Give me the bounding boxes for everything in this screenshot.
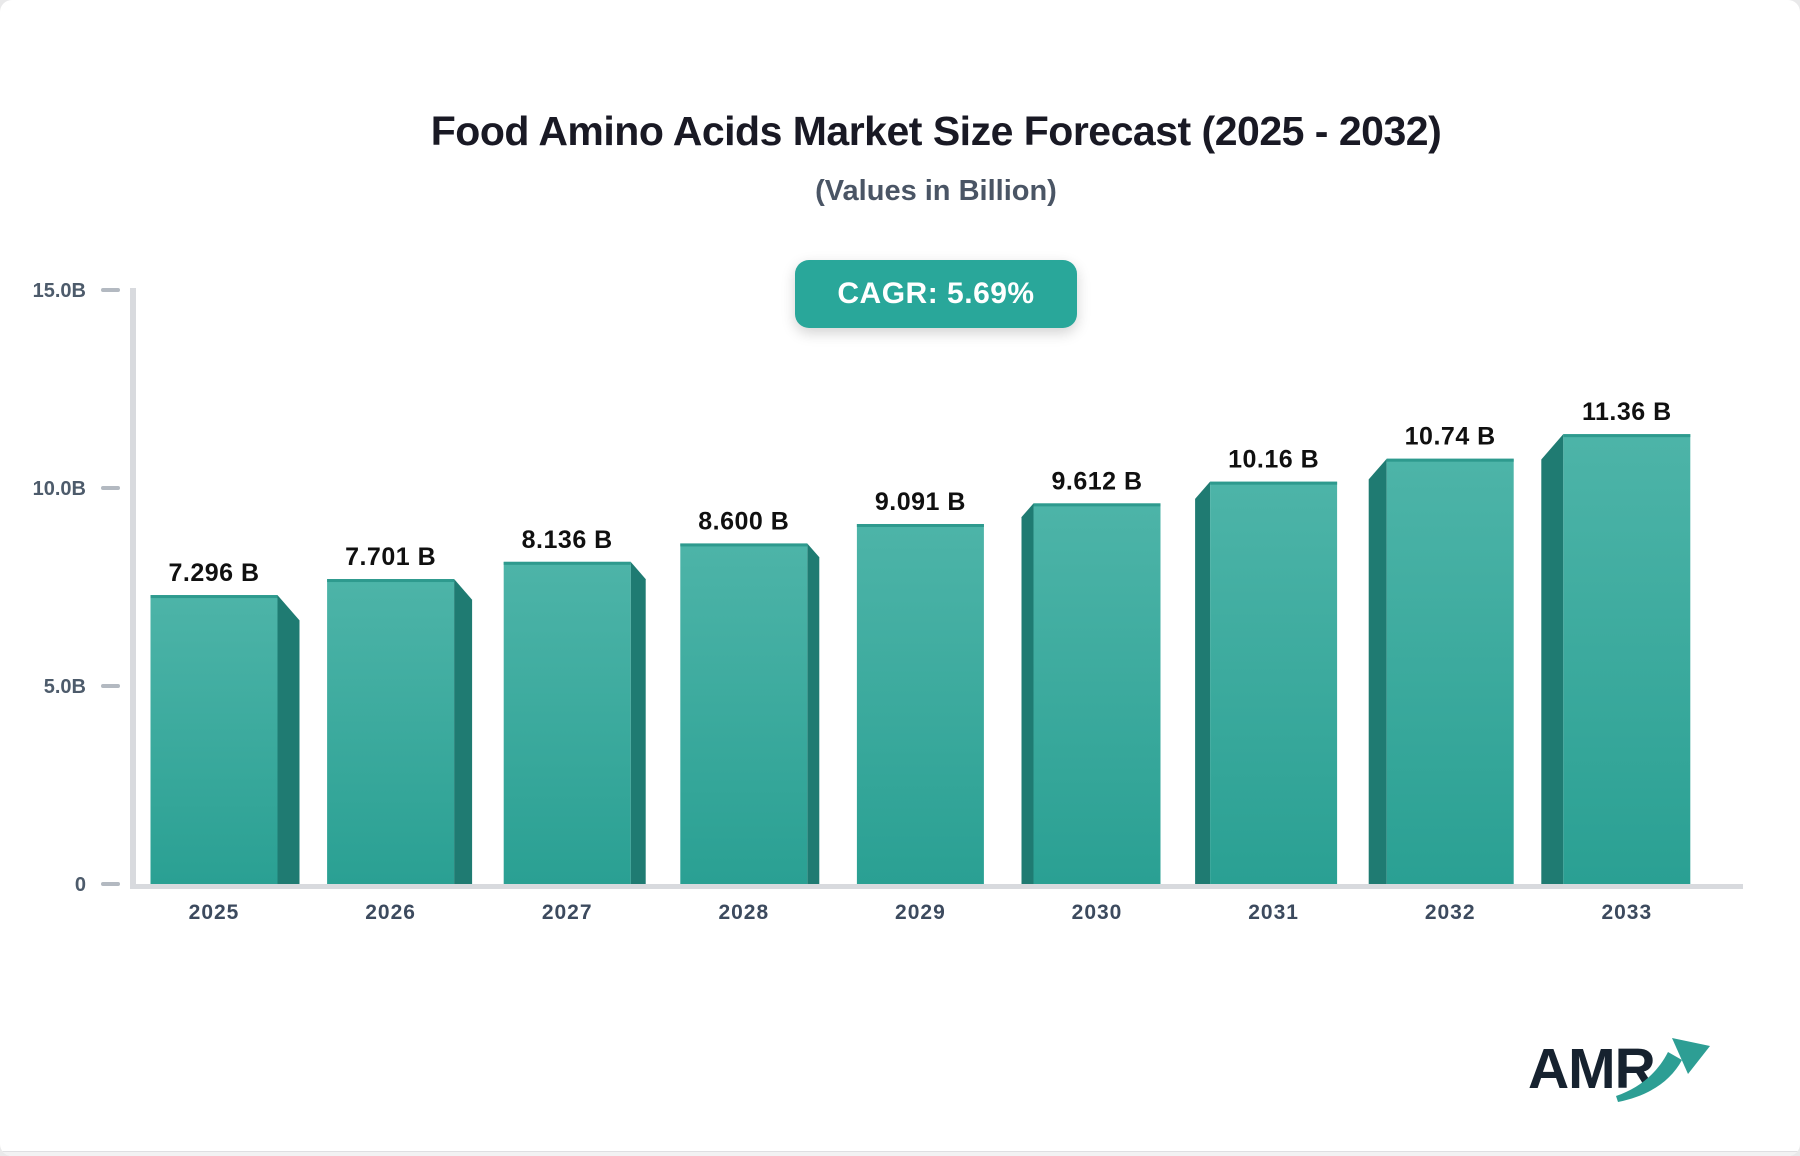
y-tick-dash (101, 882, 120, 886)
bar-top-edge (1210, 481, 1338, 485)
bar-value-label: 11.36 B (1582, 398, 1672, 426)
bar-side-face (1541, 434, 1564, 884)
bar-2030 (1021, 503, 1161, 884)
bar-side-face (1195, 481, 1211, 884)
bar-side-face (454, 579, 473, 884)
bar-2033 (1541, 434, 1691, 884)
bar-top-edge (856, 523, 984, 527)
bar-value-label: 7.701 B (345, 543, 436, 571)
bar-side-face (1021, 503, 1034, 884)
bar-top-edge (503, 561, 631, 565)
bar-2026 (327, 579, 473, 884)
y-tick-dash (101, 486, 120, 490)
bar-face (680, 543, 808, 884)
amr-logo: AMR (1528, 1030, 1710, 1110)
y-tick-label: 10.0B (33, 478, 86, 500)
x-axis-label-2027: 2027 (542, 901, 593, 924)
bar-top-edge (1563, 434, 1691, 438)
bar-2028 (680, 543, 820, 884)
bar-side-face (277, 595, 300, 884)
bar-top-edge (1386, 458, 1514, 462)
bar-top-edge (1033, 503, 1161, 507)
bar-2027 (503, 561, 646, 884)
bar-top-edge (680, 543, 808, 547)
y-tick-label: 15.0B (33, 280, 86, 302)
bar-top-edge (327, 579, 455, 583)
x-axis-label-2031: 2031 (1248, 901, 1299, 924)
bar-value-label: 10.74 B (1405, 423, 1496, 451)
bar-face (503, 561, 631, 884)
bar-2032 (1368, 458, 1514, 884)
bar-value-label: 7.296 B (168, 559, 259, 587)
window-bottom-edge (0, 1151, 1800, 1156)
x-axis-label-2025: 2025 (189, 901, 240, 924)
y-tick-label: 5.0B (44, 676, 86, 698)
y-axis-line (130, 288, 136, 889)
bar-2029 (856, 523, 984, 884)
y-tick-dash (101, 684, 120, 688)
x-axis-label-2026: 2026 (365, 901, 416, 924)
x-axis-label-2028: 2028 (718, 901, 769, 924)
cagr-badge: CAGR: 5.69% (795, 260, 1077, 328)
bar-side-face (807, 543, 820, 884)
bar-value-label: 8.136 B (522, 526, 613, 554)
chart-header: Food Amino Acids Market Size Forecast (2… (130, 0, 1742, 328)
chart-subtitle: (Values in Billion) (815, 175, 1057, 207)
x-axis-baseline (130, 884, 1743, 889)
bar-value-label: 10.16 B (1228, 446, 1319, 474)
bar-top-edge (150, 595, 278, 599)
amr-logo-arrow-icon (1616, 1038, 1710, 1102)
bar-2025 (150, 595, 300, 884)
bar-face (856, 523, 984, 884)
bar-side-face (1368, 458, 1387, 884)
y-tick-label: 0 (75, 874, 86, 896)
bar-face (1563, 434, 1691, 884)
bar-value-label: 8.600 B (698, 507, 789, 535)
bar-value-label: 9.612 B (1051, 467, 1142, 495)
bar-side-face (630, 561, 646, 884)
bar-face (1386, 458, 1514, 884)
x-axis-label-2029: 2029 (895, 901, 946, 924)
bar-face (1033, 503, 1161, 884)
y-tick-dash (101, 288, 120, 292)
chart-title: Food Amino Acids Market Size Forecast (2… (430, 108, 1442, 154)
bar-face (327, 579, 455, 884)
x-axis-label-2032: 2032 (1425, 901, 1476, 924)
bar-face (1210, 481, 1338, 884)
bar-2031 (1195, 481, 1338, 884)
bar-value-label: 9.091 B (875, 488, 966, 516)
x-axis-label-2030: 2030 (1072, 901, 1123, 924)
bar-face (150, 595, 278, 884)
x-axis-label-2033: 2033 (1601, 901, 1652, 924)
